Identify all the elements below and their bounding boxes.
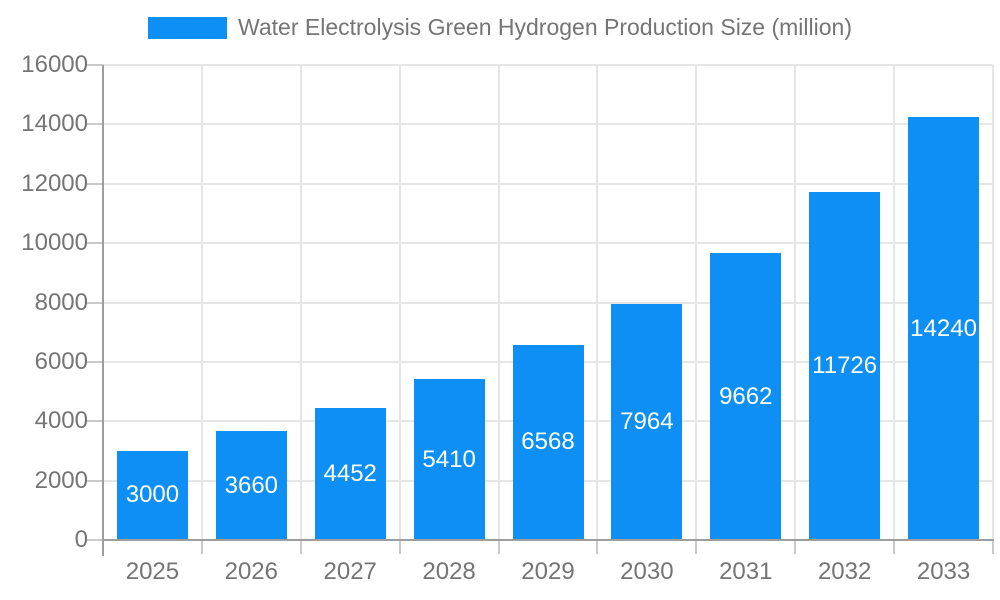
x-axis-tick [596,540,599,554]
y-axis-tick [85,420,103,423]
legend-label: Water Electrolysis Green Hydrogen Produc… [238,14,852,40]
legend[interactable]: Water Electrolysis Green Hydrogen Produc… [0,14,1000,41]
x-axis-tick [200,540,203,554]
y-gridline [103,301,993,304]
x-axis-label: 2032 [817,558,872,585]
y-axis-tick [85,182,103,185]
y-axis-tick [85,539,103,541]
y-axis-tick [85,301,103,304]
x-gridline [992,65,994,540]
bar-value-label: 3660 [224,471,279,499]
bar-value-label: 4452 [323,459,377,487]
x-axis-label: 2033 [916,558,971,585]
x-gridline [794,65,797,540]
x-gridline [497,65,500,540]
bar-2033[interactable]: 14240 [908,117,980,540]
bar-value-label: 5410 [422,445,476,473]
y-axis-label: 6000 [34,347,88,375]
x-axis-tick [695,540,698,554]
y-axis-label: 4000 [34,407,88,435]
bar-value-label: 3000 [125,481,180,509]
x-gridline [299,65,302,540]
x-axis-label: 2025 [125,558,180,585]
bar-value-label: 7964 [620,407,674,435]
y-axis-line [102,65,104,556]
y-axis-label: 12000 [21,169,88,197]
bar-value-label: 14240 [910,314,977,342]
bar-2029[interactable]: 6568 [512,345,584,540]
bar-value-label: 6568 [521,428,575,456]
bar-2030[interactable]: 7964 [611,303,683,540]
x-axis-label: 2028 [422,558,476,585]
x-gridline [200,65,203,540]
legend-swatch-icon [148,16,227,39]
y-gridline [103,182,993,185]
x-axis-tick [893,540,896,554]
y-axis-label: 2000 [34,466,88,494]
x-axis-tick [794,540,797,554]
y-axis-label: 14000 [21,110,88,138]
bar-2027[interactable]: 4452 [314,407,386,540]
y-axis-tick [85,64,103,66]
x-gridline [893,65,896,540]
x-axis-tick [299,540,302,554]
y-gridline [103,123,993,126]
y-axis-label: 16000 [21,51,88,78]
y-axis-tick [85,242,103,245]
x-axis-label: 2029 [521,558,575,585]
bar-value-label: 11726 [812,351,878,379]
x-axis-line [102,539,994,541]
y-axis-label: 0 [74,526,88,553]
y-axis-tick [85,123,103,126]
x-gridline [695,65,698,540]
x-gridline [398,65,401,540]
bar-2026[interactable]: 3660 [215,431,287,540]
y-axis-tick [85,360,103,363]
x-axis-tick [497,540,500,554]
x-gridline [596,65,599,540]
bar-2028[interactable]: 5410 [413,379,485,540]
bar-2031[interactable]: 9662 [710,253,782,540]
x-axis-label: 2027 [323,558,377,585]
x-axis-tick [398,540,401,554]
x-axis-tick [992,540,994,554]
y-gridline [103,242,993,245]
y-axis-label: 8000 [34,288,88,316]
y-axis-tick [85,479,103,482]
bar-2032[interactable]: 11726 [809,191,881,540]
bar-value-label: 9662 [719,382,773,410]
x-axis-label: 2030 [620,558,674,585]
bar-2025[interactable]: 3000 [116,450,188,540]
y-axis-label: 10000 [21,229,88,257]
x-axis-label: 2026 [224,558,278,585]
x-axis-label: 2031 [719,558,773,585]
y-gridline [103,64,993,66]
